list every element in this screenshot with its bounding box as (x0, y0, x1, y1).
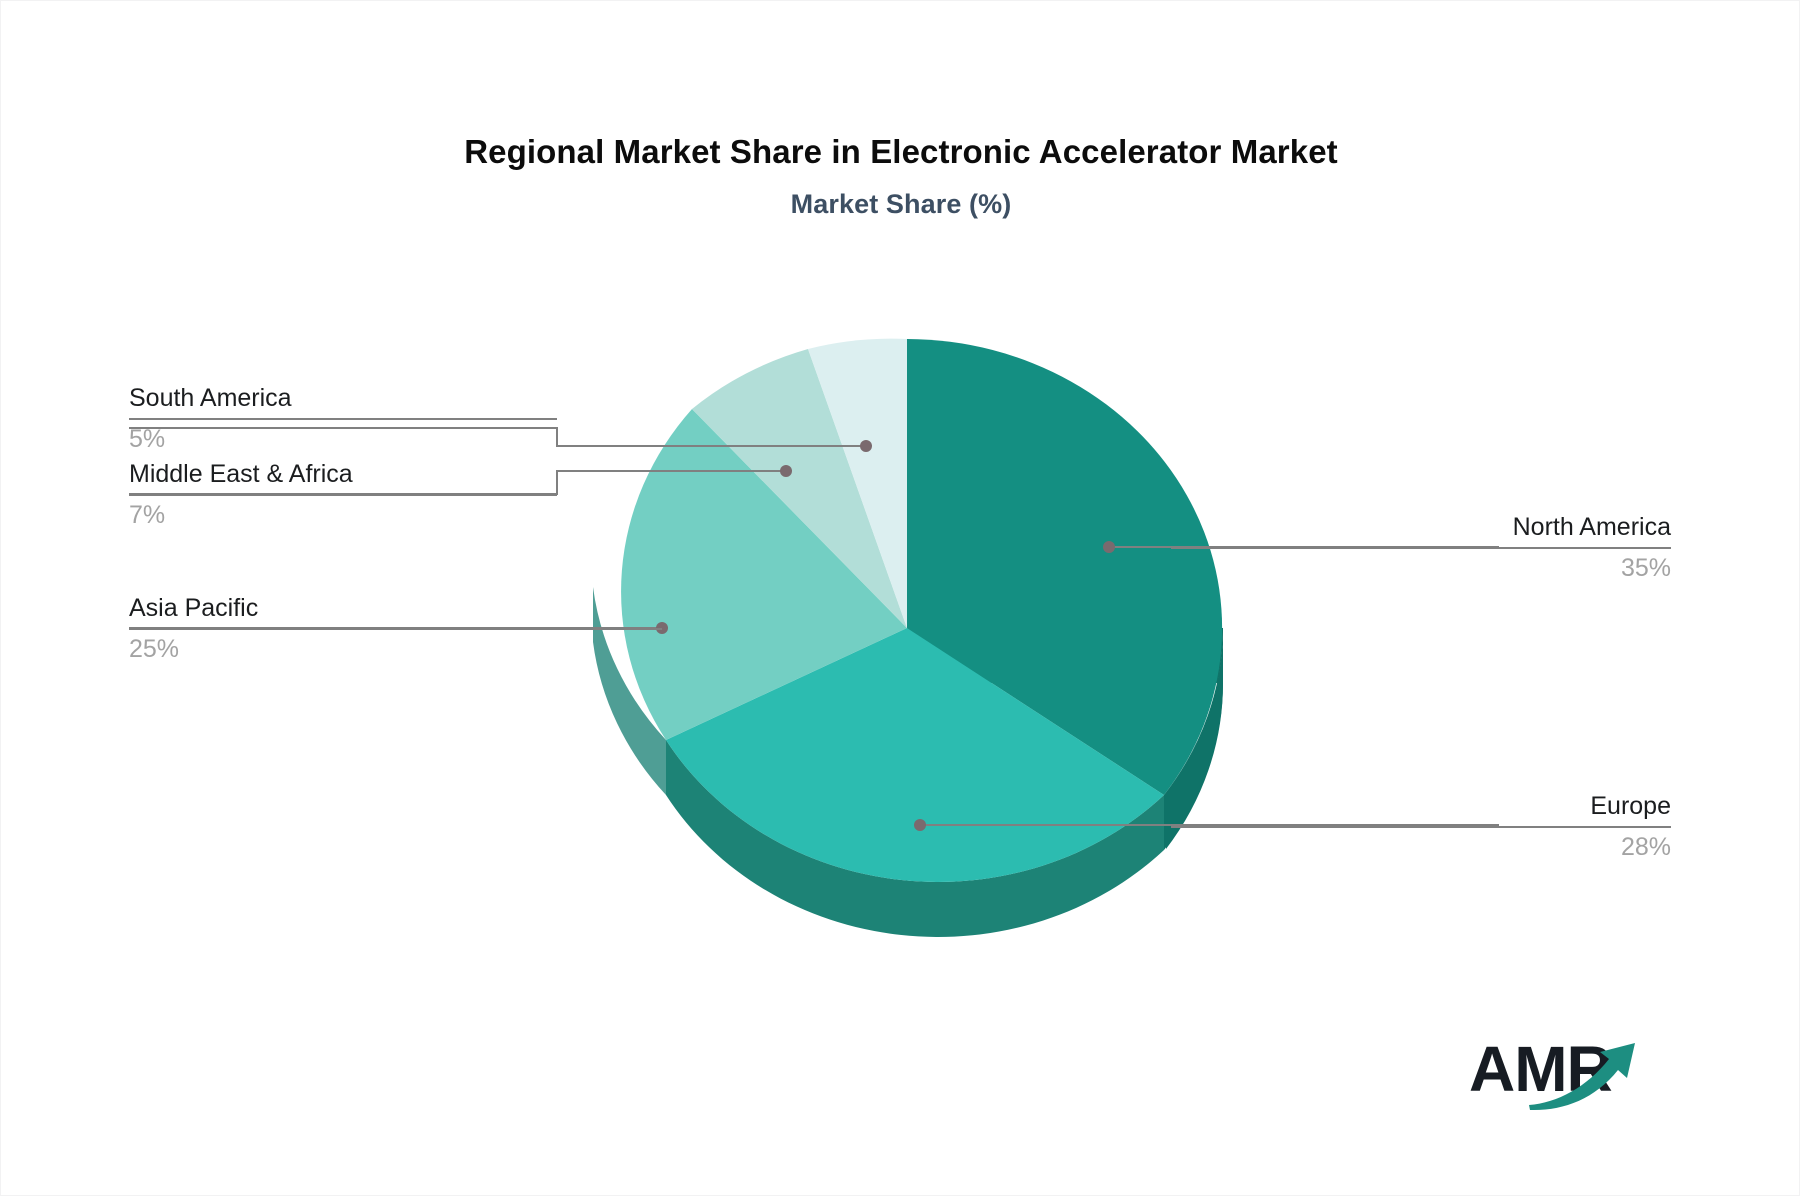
label-south-america-name: South America (129, 384, 292, 412)
label-middle-east-africa-value: 7% (129, 501, 166, 529)
pie-slice-south-america (808, 338, 907, 628)
label-asia-pacific-rule (129, 628, 662, 630)
label-europe-rule (1171, 826, 1671, 828)
label-north-america-value: 35% (1620, 554, 1671, 582)
amr-growth-arrow-icon (1529, 1043, 1635, 1111)
label-south-america-value: 5% (129, 425, 166, 453)
label-asia-pacific[interactable]: Asia Pacific 25% (129, 593, 662, 666)
label-europe-value: 28% (1620, 833, 1671, 861)
label-europe-name: Europe (1590, 792, 1671, 820)
pie-top-face (621, 338, 1223, 882)
label-middle-east-africa-rule (129, 494, 557, 496)
label-south-america[interactable]: South America 5% (129, 383, 557, 456)
label-north-america-rule (1171, 547, 1671, 549)
label-asia-pacific-name: Asia Pacific (129, 594, 259, 622)
label-north-america[interactable]: North America 35% (1171, 512, 1671, 585)
leader-dot-europe (914, 819, 926, 831)
label-europe[interactable]: Europe 28% (1171, 791, 1671, 864)
leader-dot-north-america (1103, 541, 1115, 553)
leader-dot-middle-east-africa (780, 465, 792, 477)
label-north-america-name: North America (1512, 513, 1671, 541)
chart-subtitle: Market Share (%) (790, 189, 1012, 219)
pie-slice-north-america (907, 339, 1223, 795)
pie-slice-europe (666, 628, 1164, 882)
side-wall-north-america-arc (1164, 628, 1223, 850)
side-wall-europe (666, 740, 1164, 937)
amr-logo: AMR (1469, 1031, 1649, 1113)
label-middle-east-africa[interactable]: Middle East & Africa 7% (129, 459, 557, 532)
label-asia-pacific-value: 25% (129, 635, 180, 663)
label-south-america-rule (129, 418, 557, 420)
pie-slice-middle-east-africa (692, 349, 907, 628)
leader-dot-asia-pacific (656, 622, 668, 634)
leader-dot-south-america (860, 440, 872, 452)
pie-slice-asia-pacific (621, 409, 907, 740)
leader-line-south-america (129, 427, 866, 447)
side-wall-asia-pacific (593, 587, 666, 795)
label-middle-east-africa-name: Middle East & Africa (129, 460, 353, 488)
page-title: Regional Market Share in Electronic Acce… (464, 133, 1338, 170)
